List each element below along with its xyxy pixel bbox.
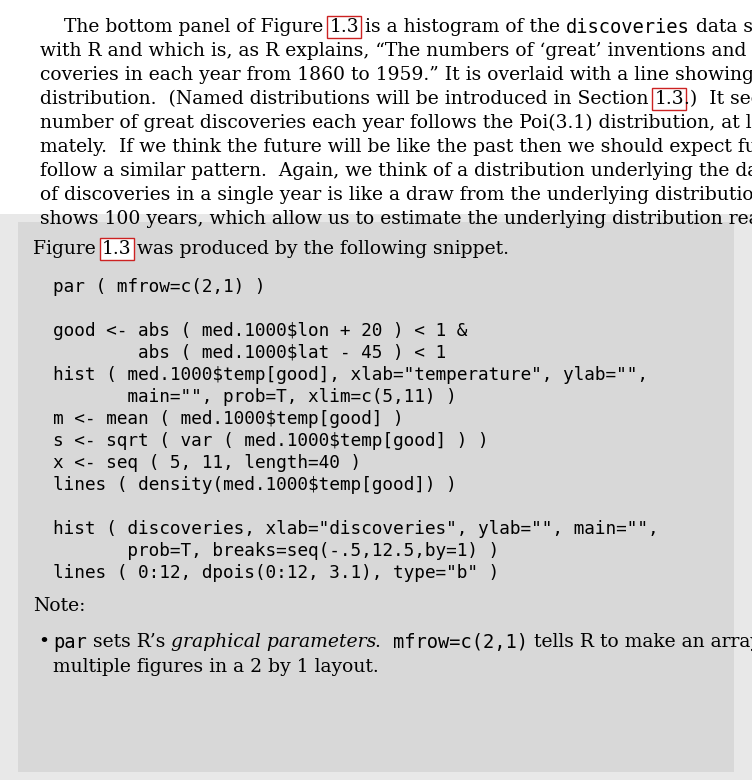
Text: of discoveries in a single year is like a draw from the underlying distribution.: of discoveries in a single year is like … <box>40 186 752 204</box>
Text: 1.3: 1.3 <box>329 18 359 36</box>
Text: Note:: Note: <box>33 597 86 615</box>
Text: data set that comes: data set that comes <box>690 18 752 36</box>
Text: tells R to make an array of: tells R to make an array of <box>527 633 752 651</box>
Text: multiple figures in a 2 by 1 layout.: multiple figures in a 2 by 1 layout. <box>53 658 379 676</box>
Text: 1.3: 1.3 <box>102 240 132 258</box>
Text: was produced by the following snippet.: was produced by the following snippet. <box>132 240 509 258</box>
Text: with R and which is, as R explains, “The numbers of ‘great’ inventions and scien: with R and which is, as R explains, “The… <box>40 42 752 60</box>
Text: .: . <box>374 633 393 651</box>
Text: mfrow=c(2,1): mfrow=c(2,1) <box>393 633 527 652</box>
Text: prob=T, breaks=seq(-.5,12.5,by=1) ): prob=T, breaks=seq(-.5,12.5,by=1) ) <box>53 542 499 560</box>
Text: number of great discoveries each year follows the Poi(3.1) distribution, at leas: number of great discoveries each year fo… <box>40 114 752 133</box>
Text: hist ( med.1000$temp[good], xlab="temperature", ylab="",: hist ( med.1000$temp[good], xlab="temper… <box>53 366 648 384</box>
Text: abs ( med.1000$lat - 45 ) < 1: abs ( med.1000$lat - 45 ) < 1 <box>53 344 446 362</box>
Text: lines ( 0:12, dpois(0:12, 3.1), type="b" ): lines ( 0:12, dpois(0:12, 3.1), type="b"… <box>53 564 499 582</box>
Text: m <- mean ( med.1000$temp[good] ): m <- mean ( med.1000$temp[good] ) <box>53 410 404 428</box>
Text: Figure: Figure <box>33 240 102 258</box>
Bar <box>0 0 752 214</box>
Text: distribution.  (Named distributions will be introduced in Section: distribution. (Named distributions will … <box>40 90 654 108</box>
Text: good <- abs ( med.1000$lon + 20 ) < 1 &: good <- abs ( med.1000$lon + 20 ) < 1 & <box>53 322 468 340</box>
Text: par ( mfrow=c(2,1) ): par ( mfrow=c(2,1) ) <box>53 278 265 296</box>
Text: .)  It seems that the: .) It seems that the <box>684 90 752 108</box>
Text: main="", prob=T, xlim=c(5,11) ): main="", prob=T, xlim=c(5,11) ) <box>53 388 456 406</box>
Text: is a histogram of the: is a histogram of the <box>359 18 566 36</box>
Bar <box>18 222 734 772</box>
Text: x <- seq ( 5, 11, length=40 ): x <- seq ( 5, 11, length=40 ) <box>53 454 361 472</box>
Text: mately.  If we think the future will be like the past then we should expect futu: mately. If we think the future will be l… <box>40 138 752 156</box>
Text: graphical parameters: graphical parameters <box>171 633 376 651</box>
Text: par: par <box>53 633 86 652</box>
Text: lines ( density(med.1000$temp[good]) ): lines ( density(med.1000$temp[good]) ) <box>53 476 456 494</box>
Text: The bottom panel of Figure: The bottom panel of Figure <box>40 18 329 36</box>
Text: 1.3: 1.3 <box>654 90 684 108</box>
Text: follow a similar pattern.  Again, we think of a distribution underlying the data: follow a similar pattern. Again, we thin… <box>40 162 752 180</box>
Text: hist ( discoveries, xlab="discoveries", ylab="", main="",: hist ( discoveries, xlab="discoveries", … <box>53 520 659 538</box>
Text: shows 100 years, which allow us to estimate the underlying distribution reasonab: shows 100 years, which allow us to estim… <box>40 210 752 228</box>
Text: sets R’s: sets R’s <box>86 633 171 651</box>
Text: s <- sqrt ( var ( med.1000$temp[good] ) ): s <- sqrt ( var ( med.1000$temp[good] ) … <box>53 432 489 450</box>
Text: coveries in each year from 1860 to 1959.” It is overlaid with a line showing the: coveries in each year from 1860 to 1959.… <box>40 66 752 84</box>
Text: •: • <box>38 633 49 651</box>
Text: discoveries: discoveries <box>566 18 690 37</box>
